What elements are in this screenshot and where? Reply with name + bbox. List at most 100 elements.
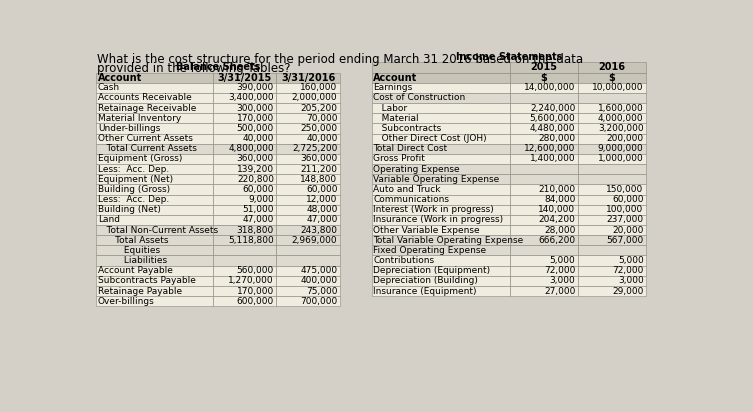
Text: 243,800: 243,800 [300,226,337,234]
Bar [276,276,340,286]
Text: 47,000: 47,000 [306,215,337,225]
Bar [510,133,578,144]
Bar [276,205,340,215]
Bar [276,133,340,144]
Bar [276,245,340,255]
Text: 200,000: 200,000 [606,134,644,143]
Bar [96,266,212,276]
Bar [510,245,578,255]
Bar [371,174,510,184]
Text: 170,000: 170,000 [236,287,274,295]
Bar [212,73,276,83]
Text: Other Direct Cost (JOH): Other Direct Cost (JOH) [373,134,486,143]
Bar [276,225,340,235]
Text: 148,800: 148,800 [300,175,337,184]
Bar [212,205,276,215]
Bar [212,255,276,266]
Bar [96,276,212,286]
Text: 12,600,000: 12,600,000 [524,144,575,153]
Text: 10,000,000: 10,000,000 [592,83,644,92]
Bar [578,113,646,123]
Text: 400,000: 400,000 [300,276,337,286]
Text: Equipment (Net): Equipment (Net) [98,175,173,184]
Text: Less:  Acc. Dep.: Less: Acc. Dep. [98,195,169,204]
Text: Accounts Receivable: Accounts Receivable [98,94,192,103]
Text: 2,969,000: 2,969,000 [292,236,337,245]
Bar [276,266,340,276]
Text: Total Assets: Total Assets [98,236,169,245]
Text: 250,000: 250,000 [300,124,337,133]
Bar [276,215,340,225]
Bar [578,205,646,215]
Text: 1,600,000: 1,600,000 [598,103,644,112]
Bar [371,164,510,174]
Bar [371,62,510,73]
Text: Total Current Assets: Total Current Assets [98,144,197,153]
Text: 3,200,000: 3,200,000 [598,124,644,133]
Bar [212,286,276,296]
Bar [371,245,510,255]
Text: Contributions: Contributions [373,256,434,265]
Bar [96,286,212,296]
Text: Depreciation (Building): Depreciation (Building) [373,276,478,286]
Bar [276,83,340,93]
Bar [212,174,276,184]
Bar [510,184,578,194]
Bar [371,83,510,93]
Bar [371,73,510,83]
Text: Earnings: Earnings [373,83,413,92]
Text: Liabilities: Liabilities [98,256,167,265]
Text: Material Inventory: Material Inventory [98,114,181,123]
Bar [510,276,578,286]
Bar [276,184,340,194]
Bar [510,93,578,103]
Text: 160,000: 160,000 [300,83,337,92]
Bar [578,144,646,154]
Bar [96,154,212,164]
Bar [96,144,212,154]
Bar [371,194,510,205]
Text: $: $ [608,73,615,83]
Bar [371,235,510,245]
Text: What is the cost structure for the period ending March 31 2016 based on the data: What is the cost structure for the perio… [97,52,584,66]
Text: Total Variable Operating Expense: Total Variable Operating Expense [373,236,523,245]
Bar [510,123,578,133]
Bar [96,205,212,215]
Text: 140,000: 140,000 [538,205,575,214]
Text: Income Statements: Income Statements [456,52,562,62]
Bar [276,144,340,154]
Bar [212,144,276,154]
Bar [212,123,276,133]
Text: 280,000: 280,000 [538,134,575,143]
Text: 3/31/2016: 3/31/2016 [281,73,335,83]
Text: 60,000: 60,000 [612,195,644,204]
Bar [371,113,510,123]
Text: Interest (Work in progress): Interest (Work in progress) [373,205,494,214]
Text: Retainage Receivable: Retainage Receivable [98,103,197,112]
Bar [96,103,212,113]
Text: 2016: 2016 [599,63,625,73]
Bar [96,184,212,194]
Bar [276,73,340,83]
Text: 84,000: 84,000 [544,195,575,204]
Bar [578,245,646,255]
Text: 75,000: 75,000 [306,287,337,295]
Bar [212,266,276,276]
Text: 2,725,200: 2,725,200 [292,144,337,153]
Bar [510,164,578,174]
Text: Retainage Payable: Retainage Payable [98,287,182,295]
Bar [371,184,510,194]
Bar [276,194,340,205]
Text: 2015: 2015 [530,63,557,73]
Bar [371,286,510,296]
Text: Depreciation (Equipment): Depreciation (Equipment) [373,266,490,275]
Text: Variable Operating Expense: Variable Operating Expense [373,175,499,184]
Bar [96,133,212,144]
Text: 1,400,000: 1,400,000 [530,154,575,164]
Text: 5,118,800: 5,118,800 [228,236,274,245]
Bar [578,184,646,194]
Text: Gross Profit: Gross Profit [373,154,425,164]
Bar [510,154,578,164]
Text: 60,000: 60,000 [306,185,337,194]
Bar [578,215,646,225]
